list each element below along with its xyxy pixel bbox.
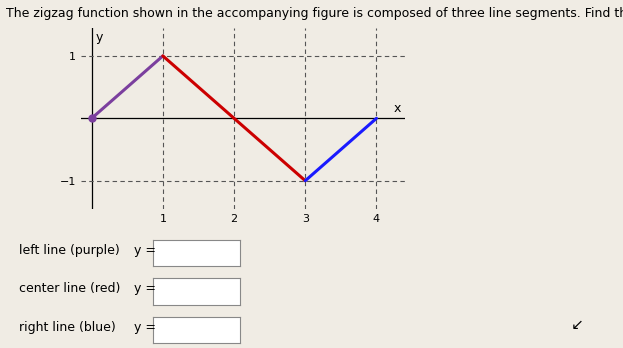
Text: y: y <box>95 31 103 44</box>
Text: y =: y = <box>134 321 156 334</box>
Text: left line (purple): left line (purple) <box>19 244 120 257</box>
Text: center line (red): center line (red) <box>19 282 120 295</box>
Text: The zigzag function shown in the accompanying figure is composed of three line s: The zigzag function shown in the accompa… <box>6 7 623 20</box>
Text: right line (blue): right line (blue) <box>19 321 115 334</box>
Text: y =: y = <box>134 282 156 295</box>
Text: x: x <box>394 102 401 115</box>
Text: ↗: ↗ <box>567 315 579 330</box>
Text: y =: y = <box>134 244 156 257</box>
